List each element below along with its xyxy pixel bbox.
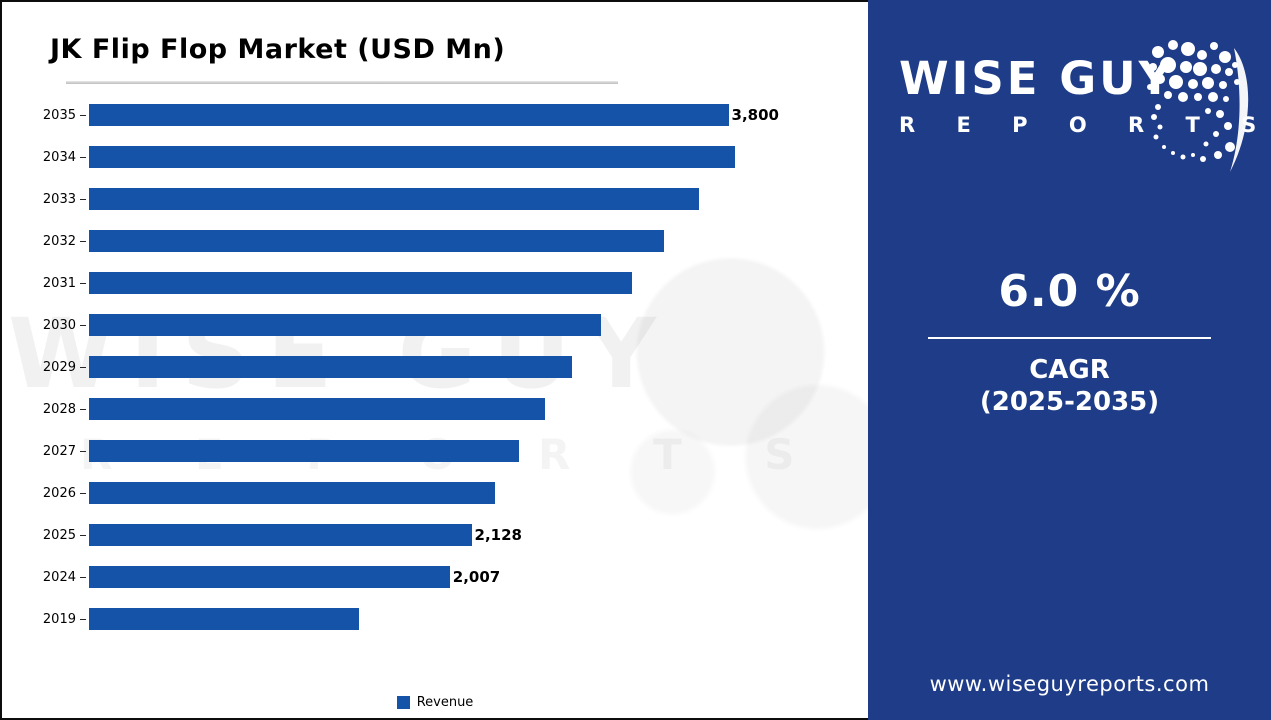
axis-tick-label: 2029 <box>42 359 76 375</box>
bar-row: 2026 <box>28 472 868 514</box>
axis-tick <box>80 450 86 452</box>
axis-tick-label: 2030 <box>42 317 76 333</box>
axis-tick <box>80 198 86 200</box>
axis-tick-label: 2024 <box>42 569 76 585</box>
bar-track <box>89 146 779 168</box>
bar-row: 2029 <box>28 346 868 388</box>
bar-value-label: 2,128 <box>474 526 522 544</box>
axis-tick-label: 2028 <box>42 401 76 417</box>
bar-row: 2019 <box>28 598 868 640</box>
cagr-value: 6.0 % <box>998 266 1141 317</box>
revenue-bar <box>89 524 472 546</box>
bar-row: 2027 <box>28 430 868 472</box>
axis-tick <box>80 492 86 494</box>
axis-tick <box>80 408 86 410</box>
revenue-bar <box>89 398 545 420</box>
bar-value-label: 3,800 <box>731 106 779 124</box>
brand-head-icon <box>1147 40 1249 172</box>
bar-track <box>89 356 779 378</box>
bar-row: 2024 2,007 <box>28 556 868 598</box>
revenue-bar <box>89 566 450 588</box>
axis-tick-label: 2025 <box>42 527 76 543</box>
axis-tick <box>80 324 86 326</box>
axis-tick-label: 2031 <box>42 275 76 291</box>
axis-tick-label: 2033 <box>42 191 76 207</box>
cagr-divider <box>928 337 1211 339</box>
bar-track <box>89 398 779 420</box>
bar-row: 2028 <box>28 388 868 430</box>
axis-tick <box>80 618 86 620</box>
revenue-bar <box>89 188 699 210</box>
axis-tick-label: 2034 <box>42 149 76 165</box>
revenue-bar <box>89 104 729 126</box>
cagr-block: 6.0 % CAGR (2025-2035) <box>928 266 1211 417</box>
axis-tick <box>80 156 86 158</box>
title-underline <box>66 81 618 84</box>
bar-track: 3,800 <box>89 104 779 126</box>
bar-track <box>89 314 779 336</box>
bar-track <box>89 440 779 462</box>
revenue-bar <box>89 230 665 252</box>
axis-tick <box>80 576 86 578</box>
bar-track <box>89 188 779 210</box>
revenue-bar <box>89 314 601 336</box>
legend-swatch <box>396 696 410 709</box>
axis-tick-label: 2035 <box>42 107 76 123</box>
bar-row: 2032 <box>28 220 868 262</box>
axis-tick-label: 2019 <box>42 611 76 627</box>
axis-tick <box>80 366 86 368</box>
axis-tick <box>80 534 86 536</box>
bar-row: 2034 <box>28 136 868 178</box>
bar-row: 2031 <box>28 262 868 304</box>
bar-row: 2033 <box>28 178 868 220</box>
revenue-bar <box>89 482 495 504</box>
bar-row: 2030 <box>28 304 868 346</box>
axis-tick <box>80 282 86 284</box>
bar-track <box>89 272 779 294</box>
legend-label: Revenue <box>416 695 474 710</box>
cagr-label: CAGR <box>1029 355 1110 385</box>
sidebar: WISE GUY R E P O R T S <box>868 0 1271 720</box>
axis-tick-label: 2027 <box>42 443 76 459</box>
axis-tick <box>80 114 86 116</box>
bar-track: 2,007 <box>89 566 779 588</box>
website-url: www.wiseguyreports.com <box>929 672 1210 696</box>
bar-row: 2025 2,128 <box>28 514 868 556</box>
axis-tick-label: 2032 <box>42 233 76 249</box>
bar-track <box>89 608 779 630</box>
bar-chart: 2035 3,800 2034 2033 2032 2031 2030 2029 2028 202… <box>2 94 868 640</box>
axis-tick-label: 2026 <box>42 485 76 501</box>
revenue-bar <box>89 272 632 294</box>
bar-track <box>89 230 779 252</box>
revenue-bar <box>89 440 519 462</box>
chart-legend: Revenue <box>2 695 868 710</box>
brand-logo: WISE GUY R E P O R T S <box>897 40 1256 174</box>
brand-logo-text: WISE GUY R E P O R T S <box>899 52 1271 137</box>
revenue-bar <box>89 146 736 168</box>
cagr-period: (2025-2035) <box>979 387 1160 417</box>
bar-track <box>89 482 779 504</box>
chart-title: JK Flip Flop Market (USD Mn) <box>50 34 506 65</box>
bar-value-label: 2,007 <box>452 568 501 586</box>
axis-tick <box>80 240 86 242</box>
bar-track: 2,128 <box>89 524 779 546</box>
chart-panel: WISE GUY R E P O R T S JK Flip Flop Mark… <box>0 0 868 720</box>
bar-row: 2035 3,800 <box>28 94 868 136</box>
brand-name: WISE GUY <box>899 52 1175 105</box>
revenue-bar <box>89 356 573 378</box>
brand-subtitle: R E P O R T S <box>899 113 1271 137</box>
revenue-bar <box>89 608 359 630</box>
